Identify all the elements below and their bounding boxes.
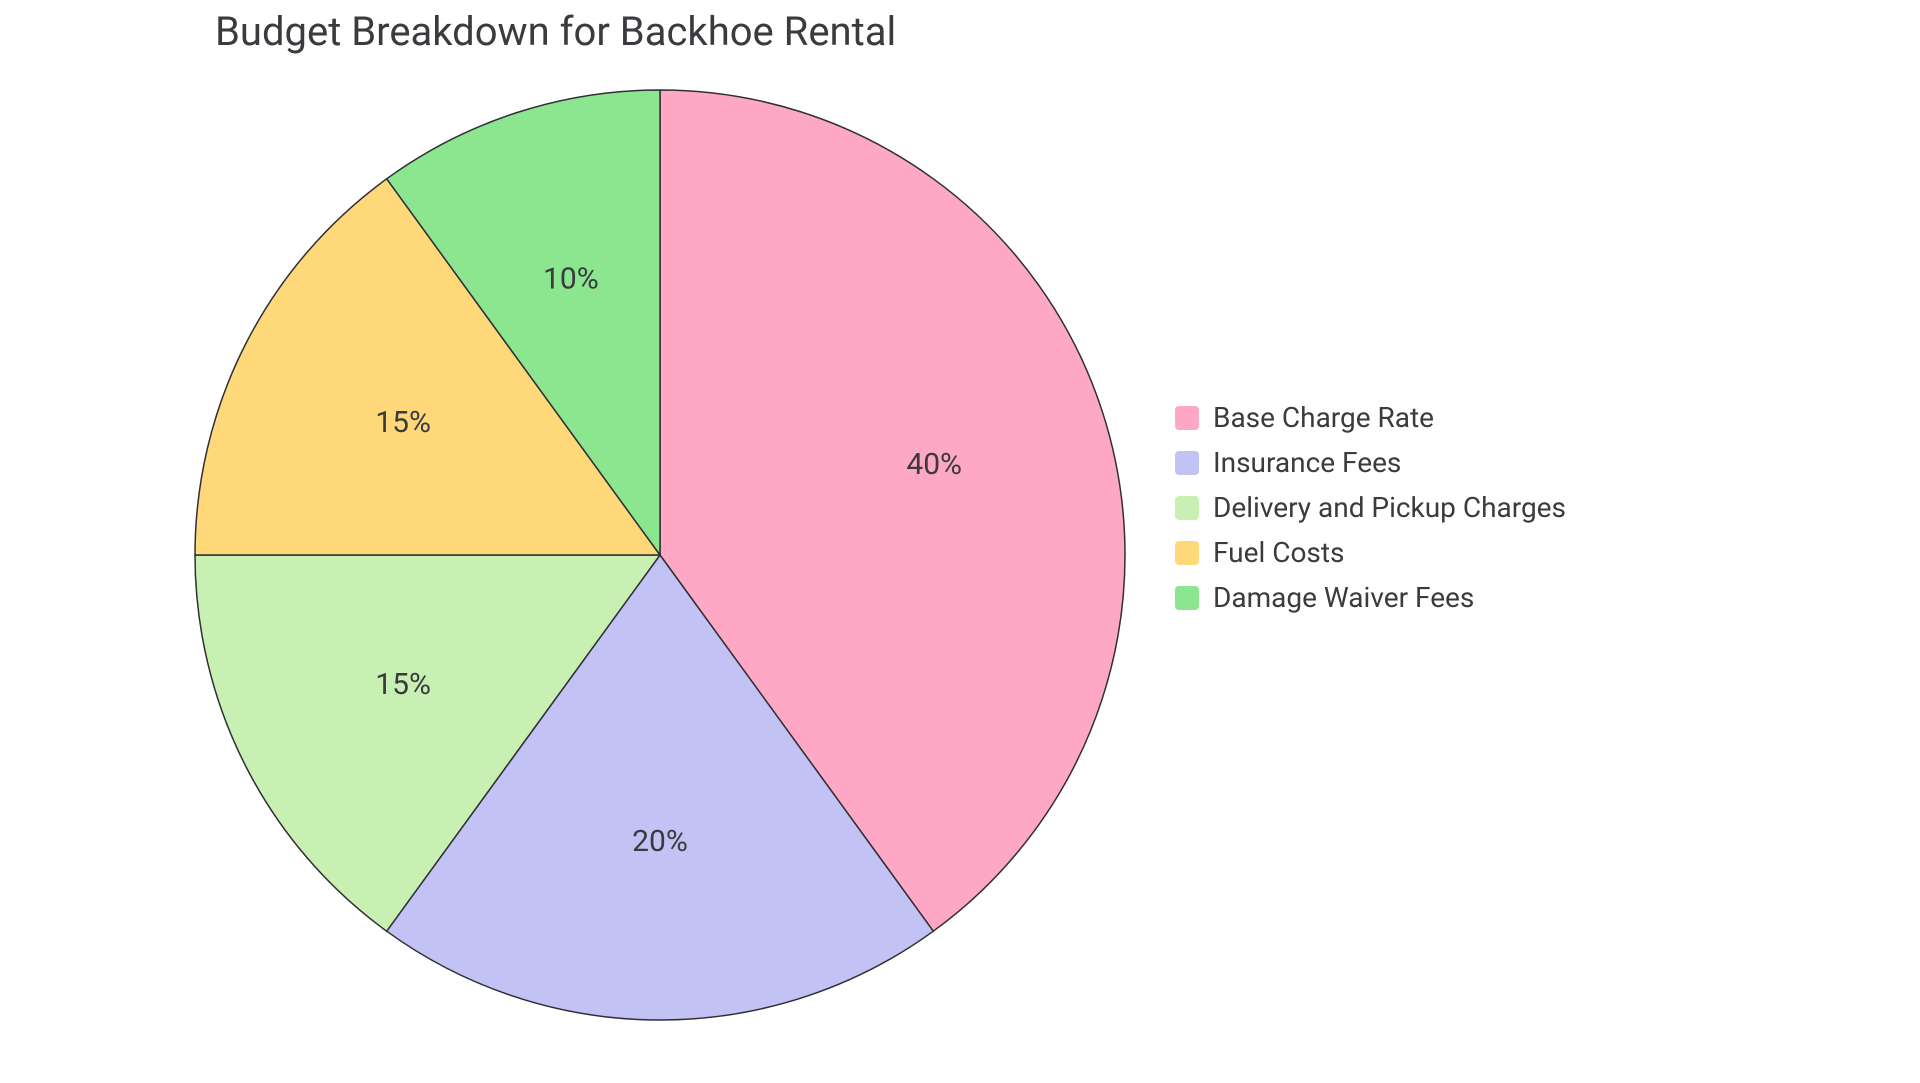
legend-label: Damage Waiver Fees: [1213, 581, 1474, 614]
legend-item: Base Charge Rate: [1175, 395, 1566, 440]
legend-item: Fuel Costs: [1175, 530, 1566, 575]
chart-container: Budget Breakdown for Backhoe Rental 40% 2…: [0, 0, 1920, 1083]
slice-percent-label: 15%: [375, 667, 431, 702]
slice-percent-label: 40%: [906, 447, 962, 482]
legend-item: Damage Waiver Fees: [1175, 575, 1566, 620]
legend-swatch: [1175, 541, 1199, 565]
legend-item: Delivery and Pickup Charges: [1175, 485, 1566, 530]
pie-chart: 40% 20% 15% 15% 10%: [190, 85, 1130, 1025]
legend-swatch: [1175, 406, 1199, 430]
legend-swatch: [1175, 451, 1199, 475]
slice-percent-label: 20%: [632, 824, 688, 859]
slice-percent-label: 15%: [375, 405, 431, 440]
legend-label: Base Charge Rate: [1213, 401, 1434, 434]
legend-label: Fuel Costs: [1213, 536, 1344, 569]
chart-title: Budget Breakdown for Backhoe Rental: [215, 8, 896, 55]
legend-label: Delivery and Pickup Charges: [1213, 491, 1566, 524]
legend-swatch: [1175, 496, 1199, 520]
legend-swatch: [1175, 586, 1199, 610]
legend-item: Insurance Fees: [1175, 440, 1566, 485]
slice-percent-label: 10%: [543, 262, 599, 297]
legend: Base Charge Rate Insurance Fees Delivery a…: [1175, 395, 1566, 620]
legend-label: Insurance Fees: [1213, 446, 1401, 479]
